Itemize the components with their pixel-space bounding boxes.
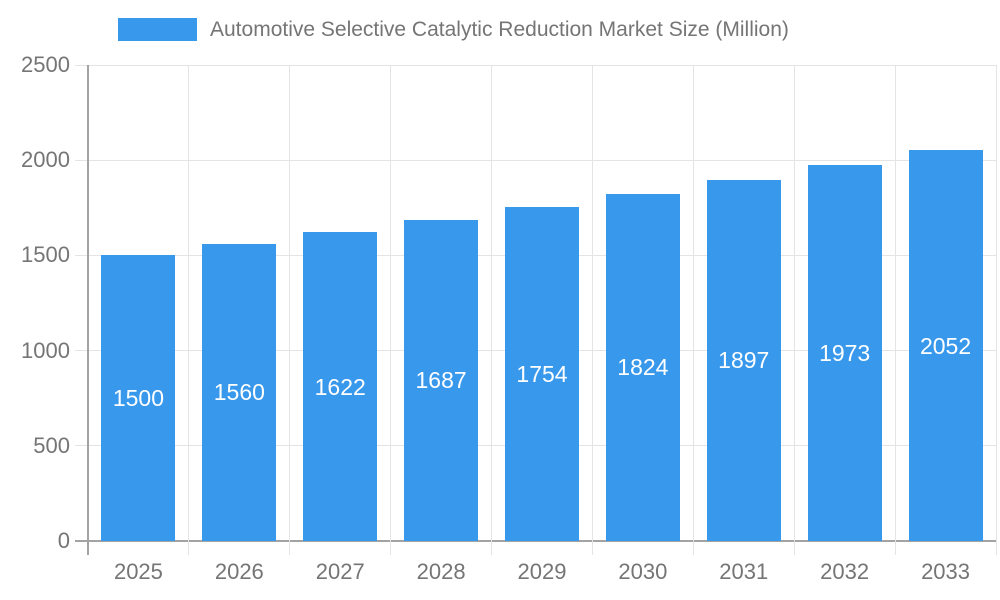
bar[interactable] xyxy=(101,255,176,541)
x-tick-label: 2033 xyxy=(921,559,971,584)
x-tick-label: 2028 xyxy=(416,559,466,584)
bar-value-label: 1560 xyxy=(213,379,265,406)
h-gridline xyxy=(75,64,996,66)
bar[interactable] xyxy=(706,179,781,541)
y-tick-label: 2500 xyxy=(21,52,70,77)
x-tick-label: 2032 xyxy=(820,559,870,584)
y-axis-line xyxy=(87,65,89,555)
bar-value-label: 1622 xyxy=(314,373,366,400)
x-tick-label: 2029 xyxy=(517,559,567,584)
v-gridline xyxy=(894,65,896,555)
bar[interactable] xyxy=(404,219,479,541)
legend[interactable]: Automotive Selective Catalytic Reduction… xyxy=(118,18,789,41)
legend-swatch xyxy=(118,18,197,41)
bar-value-label: 2052 xyxy=(919,332,972,359)
bar-value-label: 1973 xyxy=(819,340,871,367)
bar[interactable] xyxy=(908,150,983,541)
v-gridline xyxy=(793,65,795,555)
bar-value-label: 1500 xyxy=(112,385,165,412)
y-tick-label: 0 xyxy=(57,528,70,553)
y-tick-label: 500 xyxy=(33,432,70,458)
v-gridline xyxy=(591,65,593,555)
x-tick-label: 2030 xyxy=(618,559,668,584)
bar-value-label: 1897 xyxy=(718,347,770,374)
x-tick-label: 2031 xyxy=(719,559,769,584)
bar-value-label: 1824 xyxy=(617,354,669,381)
x-tick-label: 2027 xyxy=(315,559,365,584)
h-gridline xyxy=(75,159,996,161)
v-gridline xyxy=(995,65,997,555)
bar[interactable] xyxy=(505,207,579,541)
v-gridline xyxy=(692,65,694,555)
bar-value-label: 1754 xyxy=(516,361,568,388)
v-gridline xyxy=(188,65,190,555)
v-gridline xyxy=(289,65,291,555)
x-axis-line xyxy=(75,540,996,542)
v-gridline xyxy=(390,65,392,555)
bar[interactable] xyxy=(303,232,378,541)
y-tick-label: 1500 xyxy=(21,242,70,268)
bar[interactable] xyxy=(605,193,680,541)
bar[interactable] xyxy=(807,165,882,541)
legend-label: Automotive Selective Catalytic Reduction… xyxy=(210,18,789,41)
v-gridline xyxy=(491,65,493,555)
bar[interactable] xyxy=(202,243,277,541)
y-tick-label: 1000 xyxy=(21,337,70,363)
bar-value-label: 1687 xyxy=(415,367,467,394)
x-tick-label: 2026 xyxy=(214,559,264,584)
y-tick-label: 2000 xyxy=(21,147,70,173)
x-tick-label: 2025 xyxy=(113,559,163,584)
